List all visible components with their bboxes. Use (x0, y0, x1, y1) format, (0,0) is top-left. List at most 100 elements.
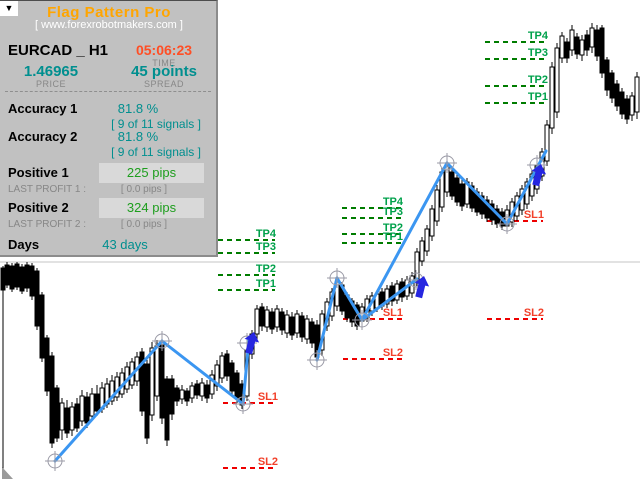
take-profit-label: TP3 (256, 241, 276, 253)
candle (624, 95, 630, 124)
candle (564, 38, 570, 63)
panel-separator (5, 91, 211, 92)
take-profit-label: TP2 (256, 263, 276, 275)
candle (49, 352, 55, 448)
take-profit-label: TP2 (383, 222, 403, 234)
chevron-down-icon: ▼ (4, 3, 14, 13)
candle (419, 237, 425, 266)
candle (9, 263, 15, 292)
candle (194, 380, 200, 399)
candle (619, 88, 625, 119)
candle (229, 360, 235, 396)
symbol-timeframe: EURCAD _ H1 (8, 42, 109, 59)
candle (179, 385, 185, 404)
candle (389, 282, 395, 306)
zigzag-segment (360, 277, 419, 322)
candle (294, 310, 300, 338)
candle (19, 264, 25, 294)
zigzag-segment (53, 339, 164, 463)
candle (29, 263, 35, 300)
accuracy2-label: Accuracy 2 (8, 129, 78, 144)
positive2-label: Positive 2 (8, 200, 69, 215)
candle (584, 30, 590, 56)
take-profit-label: TP1 (256, 278, 276, 290)
stop-loss-label: SL1 (258, 391, 278, 403)
candle (64, 400, 70, 438)
pivot-marker-icon (352, 310, 372, 330)
candle (219, 352, 225, 383)
candle (629, 92, 635, 121)
candle (609, 70, 615, 103)
buy-arrow-icon (414, 276, 430, 299)
candle (614, 80, 620, 111)
days-label: Days (8, 237, 40, 252)
candle (174, 385, 180, 406)
take-profit-label: TP4 (383, 196, 404, 208)
spread-label: SPREAD (143, 79, 184, 89)
pivot-marker-icon (307, 350, 327, 370)
candle (164, 376, 170, 446)
pivot-marker-icon (437, 153, 457, 173)
candle (34, 268, 40, 330)
stop-loss-label: SL1 (524, 209, 544, 221)
candle (169, 375, 175, 420)
take-profit-label: TP4 (528, 30, 549, 42)
candle (44, 335, 50, 396)
candle (429, 205, 435, 241)
last-profit1-label: LAST PROFIT 1 : (8, 184, 86, 195)
flag-pattern-pro-panel: ▼ Flag Pattern Pro [ www.forexrobotmaker… (0, 0, 218, 257)
candle (554, 43, 560, 118)
zigzag-segment (505, 149, 548, 226)
candle (434, 185, 440, 226)
zigzag-segment (360, 161, 449, 322)
price-value: 1.46965 (23, 63, 79, 80)
candle (94, 385, 100, 416)
candle (549, 62, 555, 134)
candle (189, 382, 195, 403)
candle (269, 308, 275, 334)
candle (54, 385, 60, 442)
candle (274, 305, 280, 332)
candle (199, 378, 205, 401)
last-profit2-value: [ 0.0 pips ] (120, 219, 168, 230)
candle (574, 33, 580, 59)
take-profit-label: TP3 (383, 206, 403, 218)
accuracy2-value: 81.8 % (117, 129, 159, 144)
last-profit1-value: [ 0.0 pips ] (120, 184, 168, 195)
candle (14, 262, 20, 290)
pivot-marker-icon (152, 331, 172, 351)
candle (4, 262, 10, 288)
take-profit-label: TP1 (528, 91, 548, 103)
accuracy1-detail: [ 9 of 11 signals ] (111, 117, 201, 131)
candle (559, 32, 565, 63)
candle (139, 348, 145, 416)
zigzag-segment (445, 161, 509, 226)
last-profit2-label: LAST PROFIT 2 : (8, 219, 86, 230)
candle (384, 285, 390, 308)
candle (204, 380, 210, 403)
candle (594, 25, 600, 61)
stop-loss-label: SL2 (524, 307, 544, 319)
days-value: 43 days (102, 237, 148, 252)
positive1-highlight (99, 163, 204, 183)
pivot-marker-icon (497, 214, 517, 234)
zigzag-segment (315, 276, 339, 362)
candle (69, 402, 75, 436)
take-profit-label: TP3 (528, 47, 548, 59)
candle (459, 180, 465, 211)
accuracy2-detail: [ 9 of 11 signals ] (111, 145, 201, 159)
candle (484, 196, 490, 222)
candle (589, 23, 595, 53)
corner-triangle-icon (2, 467, 13, 479)
buy-arrow-icon (244, 332, 260, 355)
candle (159, 341, 165, 424)
indicator-website: [ www.forexrobotmakers.com ] (35, 19, 183, 31)
accuracy1-label: Accuracy 1 (8, 101, 78, 116)
candle (289, 312, 295, 340)
candle (89, 388, 95, 420)
chart-dropdown-button[interactable]: ▼ (0, 1, 18, 16)
candle (259, 303, 265, 331)
candle (309, 318, 315, 348)
positive1-value: 225 pips (126, 165, 177, 180)
